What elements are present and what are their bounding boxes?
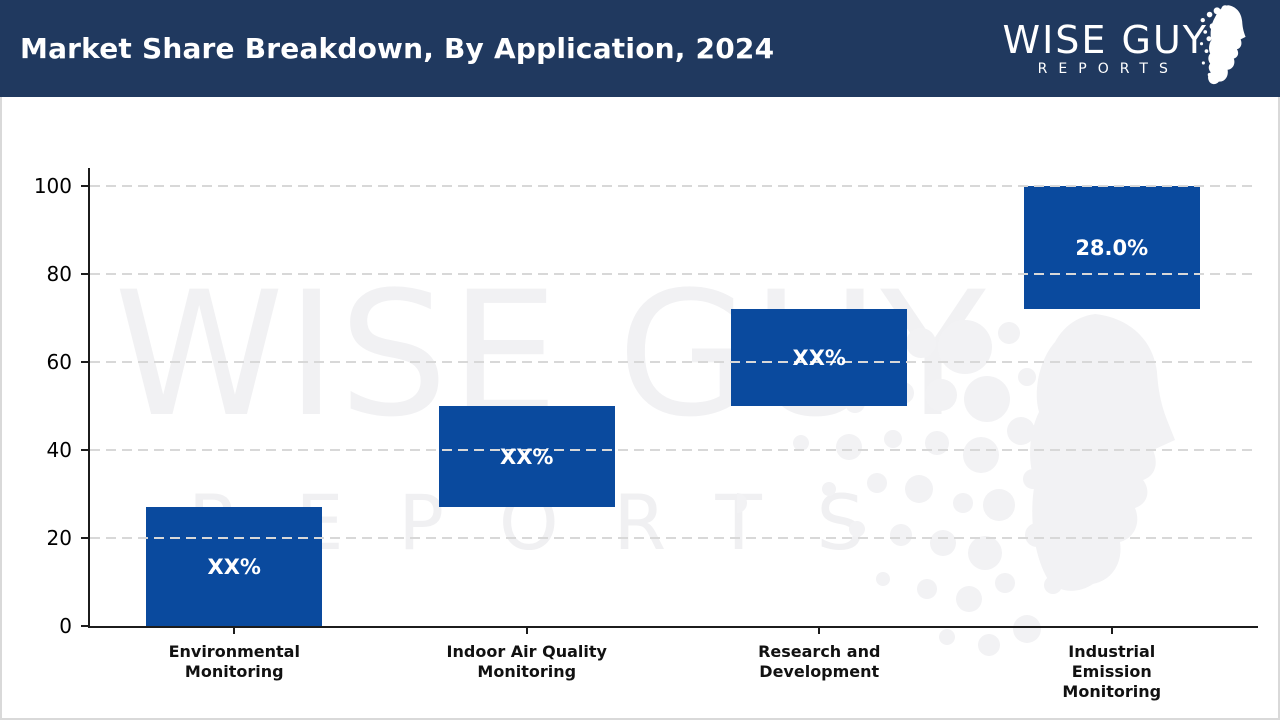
category-label-line: Emission <box>1071 662 1152 681</box>
header-bar: Market Share Breakdown, By Application, … <box>0 0 1280 97</box>
page-title: Market Share Breakdown, By Application, … <box>20 32 775 65</box>
category-label-line: Indoor Air Quality <box>446 642 607 661</box>
category-label-line: Environmental <box>168 642 300 661</box>
waterfall-bar <box>1023 186 1200 310</box>
y-axis-line <box>88 168 90 628</box>
x-tick-mark <box>1110 628 1113 634</box>
x-axis-line <box>88 626 1258 628</box>
category-label: Indoor Air Quality Monitoring <box>447 642 607 682</box>
logo-text: WISE GUY REPORTS <box>1003 21 1208 76</box>
category-label-line: Research and <box>758 642 881 661</box>
y-tick-label: 100 <box>33 174 72 198</box>
logo-subtitle: REPORTS <box>1037 61 1179 77</box>
category-label-line: Monitoring <box>477 662 577 681</box>
y-gridline <box>90 273 1258 275</box>
y-tick-label: 80 <box>46 262 72 286</box>
y-gridline <box>90 185 1258 187</box>
bar-value-label: XX% <box>500 444 554 469</box>
category-label-line: Industrial <box>1068 642 1156 661</box>
waterfall-bar <box>438 406 615 508</box>
y-gridline <box>90 361 1258 363</box>
wiseguy-logo: WISE GUY REPORTS <box>1003 4 1266 94</box>
logo-head-icon <box>1199 4 1246 84</box>
y-tick-mark <box>81 185 88 187</box>
y-tick-mark <box>81 537 88 539</box>
category-label-line: Development <box>759 662 880 681</box>
waterfall-bar <box>731 309 908 406</box>
waterfall-bar <box>146 507 323 626</box>
y-gridline <box>90 449 1258 451</box>
chart-area: WISE GUY REPORTS 0 20 40 60 80 100 XX% Environm <box>0 97 1280 720</box>
y-tick-label: 60 <box>46 350 72 374</box>
x-tick-mark <box>233 628 236 634</box>
bar-value-label: XX% <box>792 345 846 370</box>
category-label: Environmental Monitoring <box>169 642 300 682</box>
plot: 0 20 40 60 80 100 XX% Environmental Monitoring XX… <box>2 97 1278 718</box>
category-label: Research and Development <box>758 642 880 682</box>
y-tick-mark <box>81 273 88 275</box>
y-tick-label: 20 <box>46 526 72 550</box>
category-label: Industrial Emission Monitoring <box>1062 642 1161 702</box>
y-tick-mark <box>81 361 88 363</box>
category-label-line: Monitoring <box>184 662 284 681</box>
y-tick-mark <box>81 449 88 451</box>
y-tick-mark <box>81 625 88 627</box>
bar-value-label: XX% <box>207 554 261 579</box>
y-tick-label: 0 <box>59 614 72 638</box>
category-label-line: Monitoring <box>1062 682 1162 701</box>
logo-wordmark: WISE GUY <box>1002 18 1208 62</box>
x-tick-mark <box>818 628 821 634</box>
y-tick-label: 40 <box>46 438 72 462</box>
bar-value-label: 28.0% <box>1075 235 1149 260</box>
x-tick-mark <box>525 628 528 634</box>
y-gridline <box>90 537 1258 539</box>
watermark-head-icon <box>737 314 1175 656</box>
